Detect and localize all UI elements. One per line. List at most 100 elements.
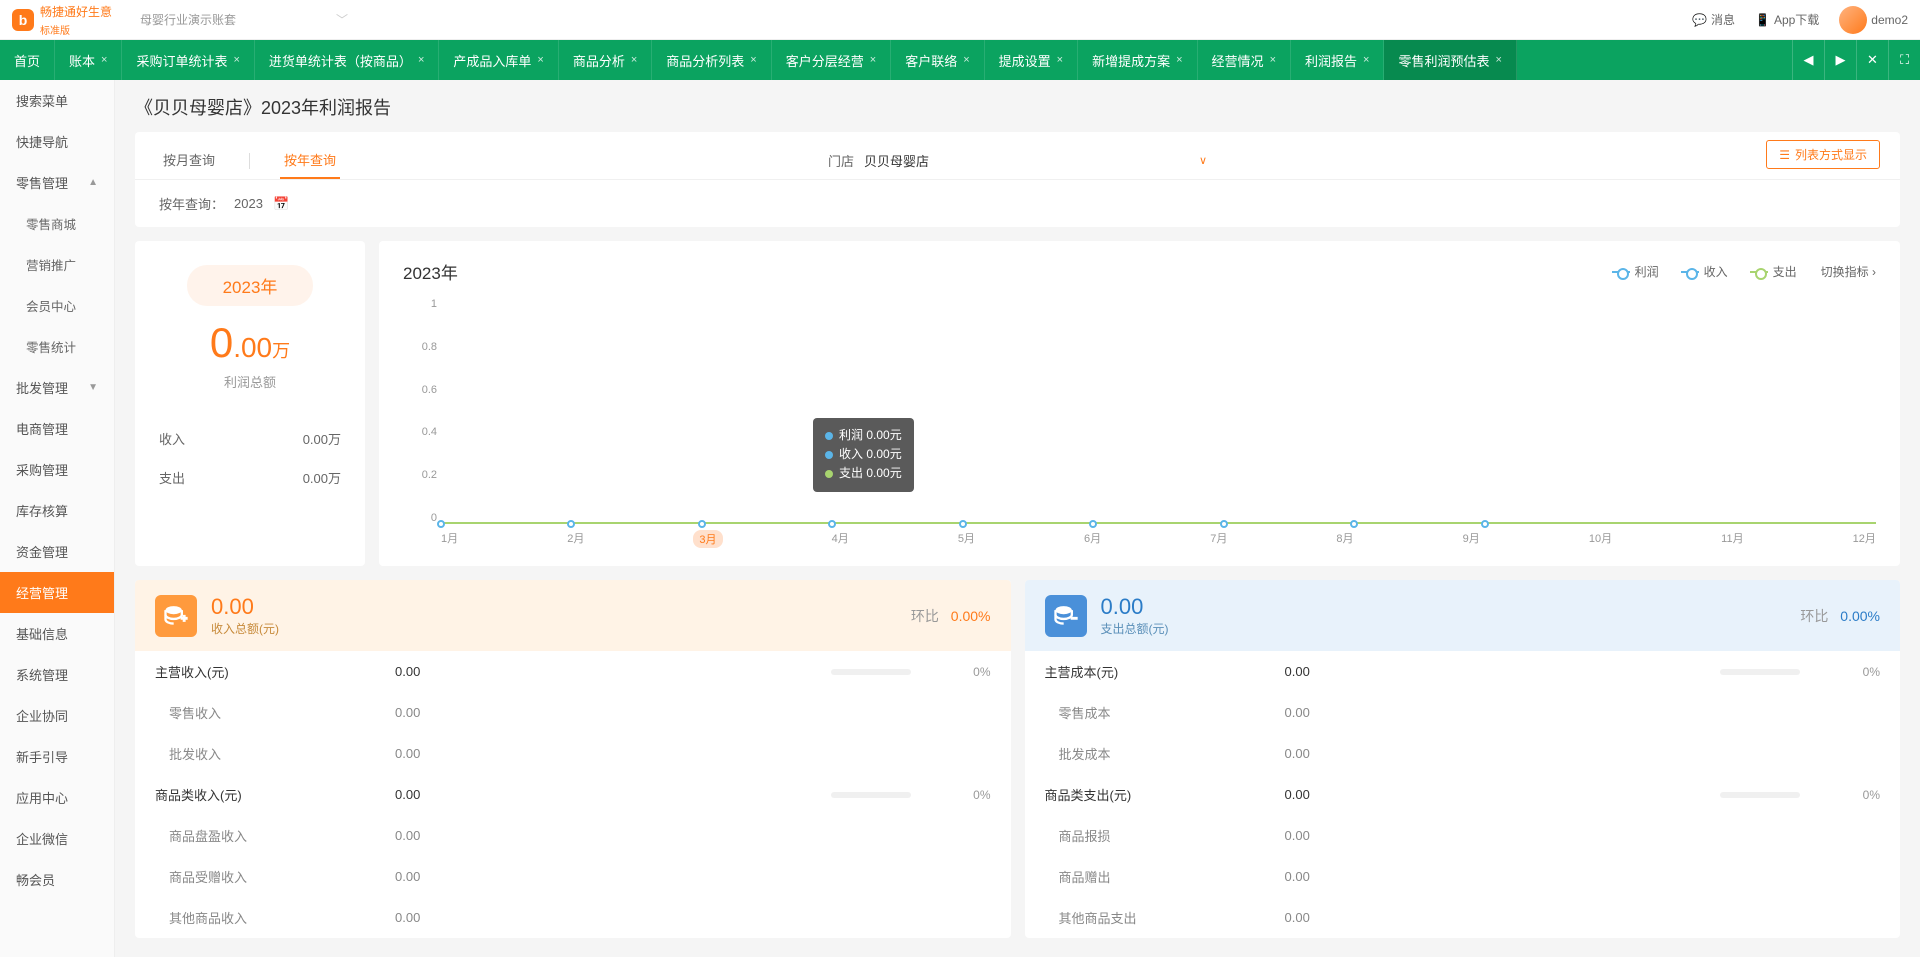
nav-tab[interactable]: 进货单统计表（按商品）× — [255, 40, 439, 80]
sidebar-item[interactable]: 企业协同 — [0, 695, 114, 736]
nav-controls: ◀ ▶ ✕ ⛶ — [1792, 40, 1920, 80]
sidebar-item[interactable]: 采购管理 — [0, 449, 114, 490]
filter-tab-year[interactable]: 按年查询 — [280, 142, 340, 179]
sidebar-item[interactable]: 库存核算 — [0, 490, 114, 531]
income-icon — [155, 595, 197, 637]
detail-row: 零售收入0.00 — [135, 692, 1011, 733]
close-icon[interactable]: × — [1057, 54, 1063, 66]
nav-tab[interactable]: 首页 — [0, 40, 55, 80]
data-marker — [959, 520, 967, 528]
close-icon[interactable]: × — [963, 54, 969, 66]
sidebar-item[interactable]: 零售管理▲ — [0, 162, 114, 203]
store-selector[interactable]: 门店 贝贝母婴店 ∨ — [828, 151, 1207, 170]
nav-tab[interactable]: 经营情况× — [1198, 40, 1291, 80]
close-icon[interactable]: × — [233, 54, 239, 66]
income-panel: 0.00 收入总额(元) 环比 0.00% 主营收入(元)0.000%零售收入0… — [135, 580, 1011, 938]
plot — [441, 304, 1876, 524]
row-value: 0.00 — [395, 787, 595, 802]
messages-link[interactable]: 💬 消息 — [1692, 11, 1735, 28]
nav-tab[interactable]: 利润报告× — [1291, 40, 1384, 80]
row-label: 商品盘盈收入 — [155, 826, 395, 845]
sidebar-item[interactable]: 营销推广 — [0, 244, 114, 285]
sidebar-item[interactable]: 经营管理 — [0, 572, 114, 613]
account-set-selector[interactable]: 母婴行业演示账套 ﹀ — [140, 11, 348, 28]
nav-tab[interactable]: 提成设置× — [985, 40, 1078, 80]
filter-panel: 按月查询 按年查询 门店 贝贝母婴店 ∨ ☰ 列表方式显示 按年查询： 2 — [135, 132, 1900, 227]
filter-tab-month[interactable]: 按月查询 — [159, 142, 219, 179]
summary-expense-row: 支出 0.00万 — [155, 458, 345, 497]
x-tick: 7月 — [1210, 530, 1227, 548]
row-label: 其他商品收入 — [155, 908, 395, 927]
close-icon[interactable]: × — [750, 54, 756, 66]
switch-indicator-button[interactable]: 切换指标 › — [1821, 263, 1876, 280]
close-icon[interactable]: × — [1495, 54, 1501, 66]
detail-row: 批发成本0.00 — [1025, 733, 1901, 774]
close-icon[interactable]: × — [631, 54, 637, 66]
nav-tab[interactable]: 客户分层经营× — [772, 40, 891, 80]
nav-tab[interactable]: 商品分析× — [559, 40, 652, 80]
expense-label: 支出总额(元) — [1101, 620, 1169, 637]
app-download-link[interactable]: 📱 App下载 — [1755, 11, 1819, 28]
income-header: 0.00 收入总额(元) 环比 0.00% — [135, 580, 1011, 651]
close-icon[interactable]: × — [101, 54, 107, 66]
legend-item[interactable]: 收入 — [1681, 263, 1728, 280]
close-icon[interactable]: × — [1270, 54, 1276, 66]
sidebar-item[interactable]: 零售统计 — [0, 326, 114, 367]
x-tick: 9月 — [1463, 530, 1480, 548]
sidebar-item[interactable]: 会员中心 — [0, 285, 114, 326]
nav-tab[interactable]: 零售利润预估表× — [1384, 40, 1516, 80]
income-ratio: 环比 0.00% — [911, 606, 991, 626]
data-marker — [567, 520, 575, 528]
legend-item[interactable]: 利润 — [1612, 263, 1659, 280]
row-label: 其他商品支出 — [1045, 908, 1285, 927]
nav-tab[interactable]: 新增提成方案× — [1078, 40, 1197, 80]
x-tick: 4月 — [832, 530, 849, 548]
nav-fullscreen-button[interactable]: ⛶ — [1888, 40, 1920, 80]
topbar: b 畅捷通好生意 标准版 母婴行业演示账套 ﹀ 💬 消息 📱 App下载 dem… — [0, 0, 1920, 40]
sidebar-item[interactable]: 搜索菜单 — [0, 80, 114, 121]
legend-item[interactable]: 支出 — [1750, 263, 1797, 280]
close-icon[interactable]: × — [1363, 54, 1369, 66]
nav-close-all-button[interactable]: ✕ — [1856, 40, 1888, 80]
list-mode-button[interactable]: ☰ 列表方式显示 — [1766, 140, 1880, 169]
detail-row: 其他商品支出0.00 — [1025, 897, 1901, 938]
user-menu[interactable]: demo2 — [1839, 6, 1908, 34]
sidebar-item[interactable]: 电商管理 — [0, 408, 114, 449]
sidebar-item[interactable]: 快捷导航 — [0, 121, 114, 162]
sidebar-item[interactable]: 资金管理 — [0, 531, 114, 572]
sidebar-item[interactable]: 新手引导 — [0, 736, 114, 777]
y-tick: 1 — [403, 298, 437, 310]
nav-prev-button[interactable]: ◀ — [1792, 40, 1824, 80]
chart-area[interactable]: 10.80.60.40.20 1月2月3月4月5月6月7月8月9月10月11月1… — [403, 298, 1876, 548]
income-label: 收入总额(元) — [211, 620, 279, 637]
close-icon[interactable]: × — [418, 54, 424, 66]
navbar: 首页账本×采购订单统计表×进货单统计表（按商品）×产成品入库单×商品分析×商品分… — [0, 40, 1920, 80]
x-tick: 5月 — [958, 530, 975, 548]
nav-tab[interactable]: 客户联络× — [891, 40, 984, 80]
nav-tab[interactable]: 账本× — [55, 40, 122, 80]
close-icon[interactable]: × — [1176, 54, 1182, 66]
close-icon[interactable]: × — [537, 54, 543, 66]
detail-row: 批发收入0.00 — [135, 733, 1011, 774]
nav-tab[interactable]: 采购订单统计表× — [122, 40, 254, 80]
sidebar-item[interactable]: 基础信息 — [0, 613, 114, 654]
sidebar-item[interactable]: 畅会员 — [0, 859, 114, 900]
row-label: 零售收入 — [155, 703, 395, 722]
sidebar-item[interactable]: 零售商城 — [0, 203, 114, 244]
nav-next-button[interactable]: ▶ — [1824, 40, 1856, 80]
x-tick: 8月 — [1336, 530, 1353, 548]
logo: b 畅捷通好生意 标准版 — [12, 3, 112, 37]
sidebar-item[interactable]: 企业微信 — [0, 818, 114, 859]
expense-line — [441, 522, 1876, 524]
sidebar-item[interactable]: 应用中心 — [0, 777, 114, 818]
x-tick: 3月 — [693, 530, 722, 548]
logo-icon: b — [12, 9, 34, 31]
sidebar-item[interactable]: 系统管理 — [0, 654, 114, 695]
nav-tab[interactable]: 产成品入库单× — [439, 40, 558, 80]
nav-tab[interactable]: 商品分析列表× — [652, 40, 771, 80]
summary-card: 2023年 0.00万 利润总额 收入 0.00万 支出 0.00万 — [135, 241, 365, 566]
content: 《贝贝母婴店》2023年利润报告 按月查询 按年查询 门店 贝贝母婴店 ∨ ☰ … — [115, 80, 1920, 957]
calendar-icon[interactable]: 📅 — [273, 196, 289, 212]
sidebar-item[interactable]: 批发管理▼ — [0, 367, 114, 408]
close-icon[interactable]: × — [870, 54, 876, 66]
